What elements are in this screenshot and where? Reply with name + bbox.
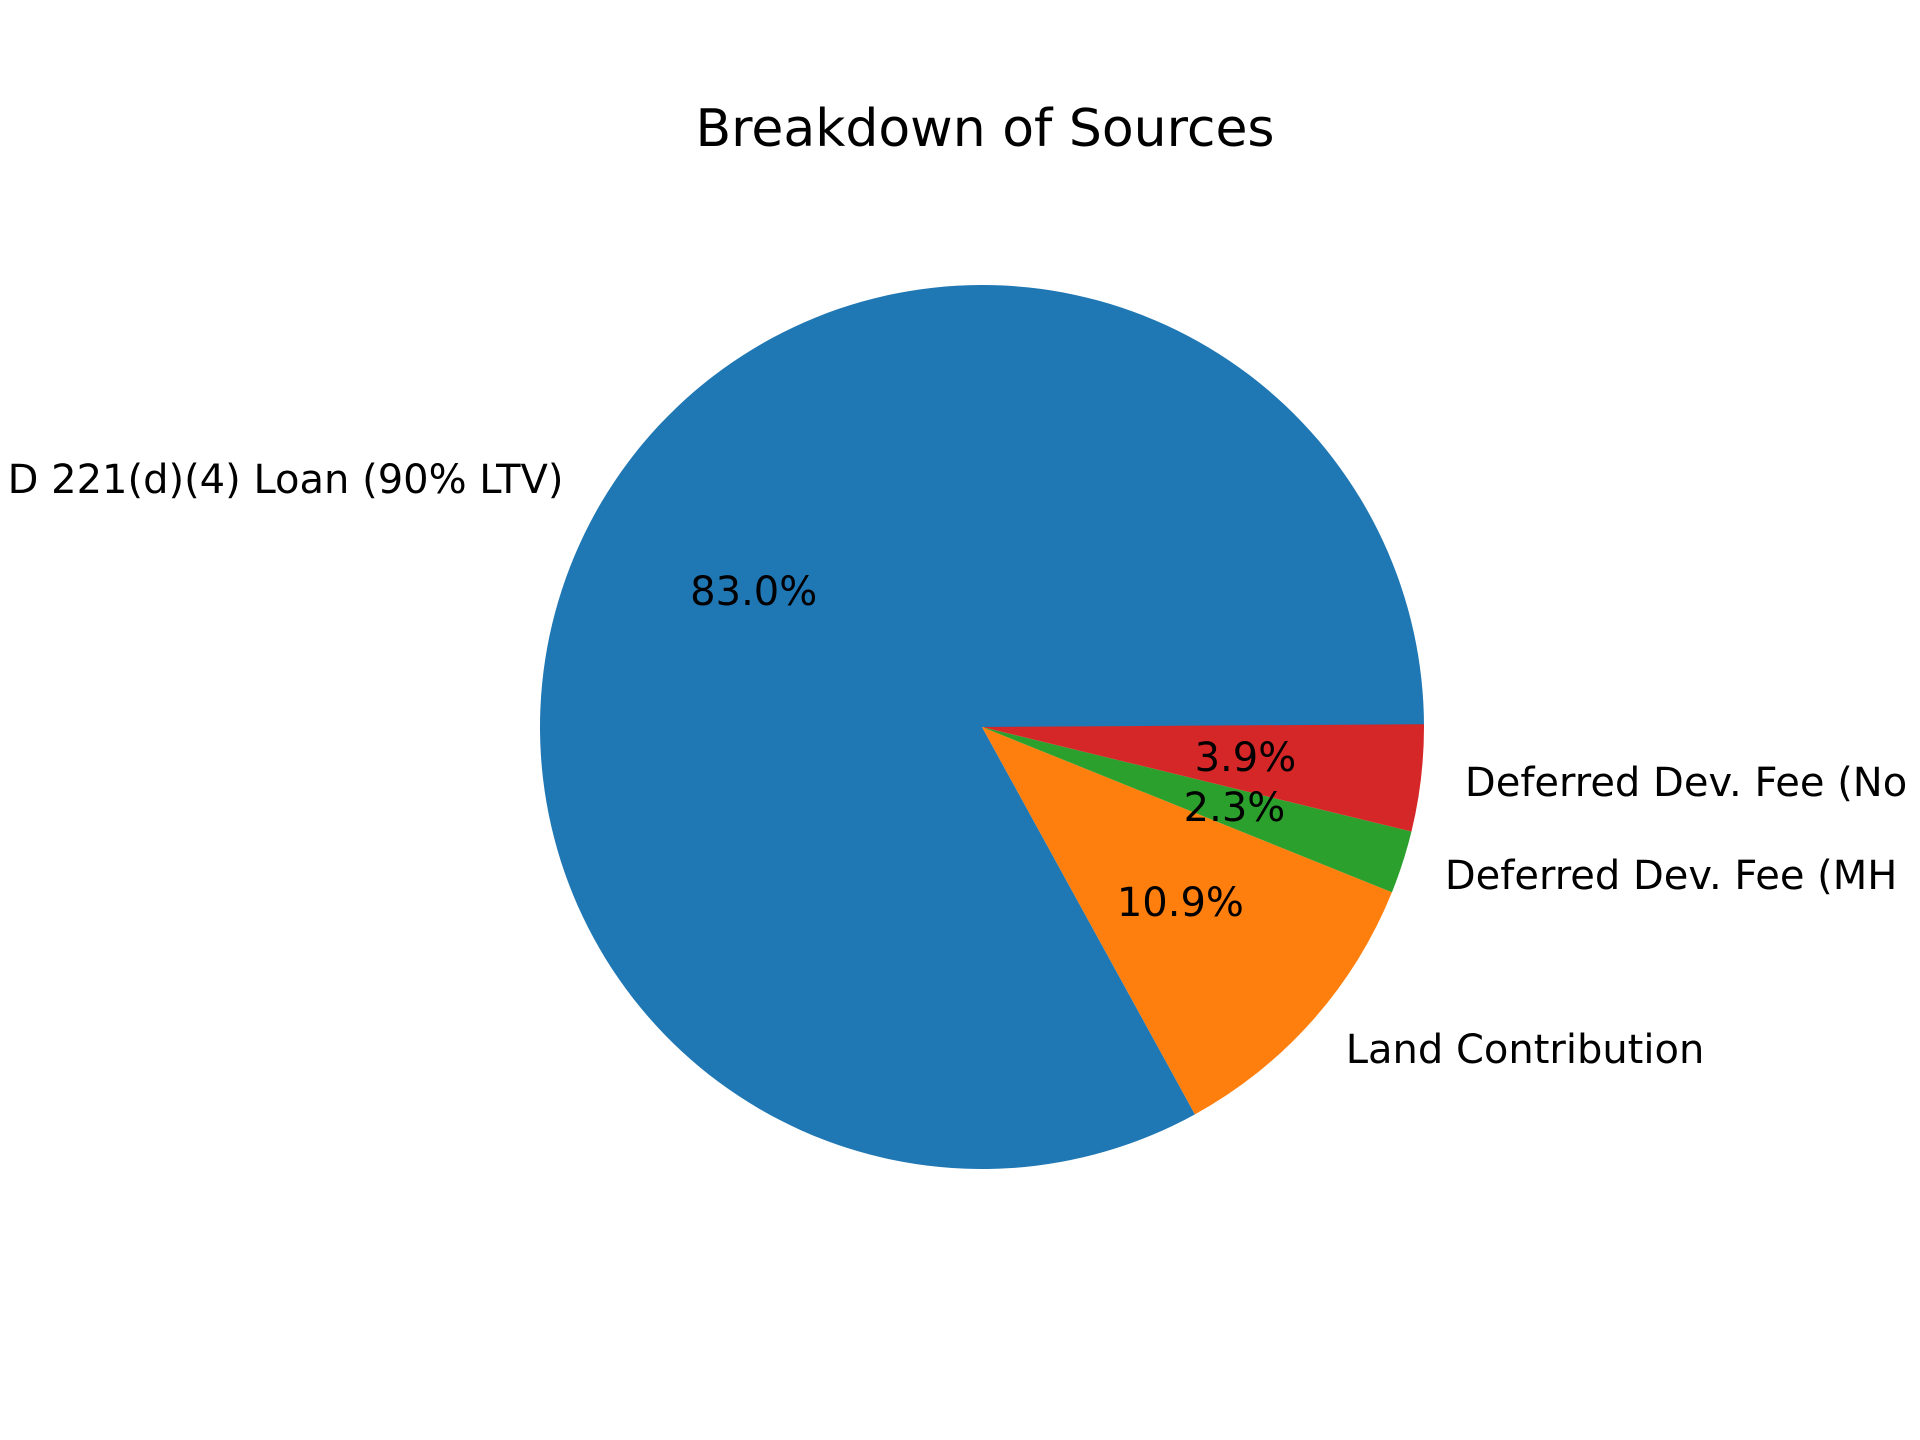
pie-slice-3: [982, 724, 1424, 832]
slice-percent-2: 2.3%: [1183, 785, 1286, 832]
pie-slice-2: [982, 727, 1412, 893]
slice-label-0: D 221(d)(4) Loan (90% LTV): [7, 456, 564, 503]
pie-slice-0: [539, 285, 1424, 1170]
slice-percent-3: 3.9%: [1194, 734, 1297, 781]
slice-label-1: Land Contribution: [1345, 1026, 1705, 1073]
slice-percent-1: 10.9%: [1116, 880, 1244, 926]
chart-title: Breakdown of Sources: [695, 99, 1275, 159]
slice-label-2: Deferred Dev. Fee (MH: [1444, 852, 1898, 899]
slice-label-3: Deferred Dev. Fee (No: [1464, 760, 1908, 807]
pie-slice-1: [982, 727, 1392, 1115]
slice-percent-0: 83.0%: [690, 569, 818, 615]
